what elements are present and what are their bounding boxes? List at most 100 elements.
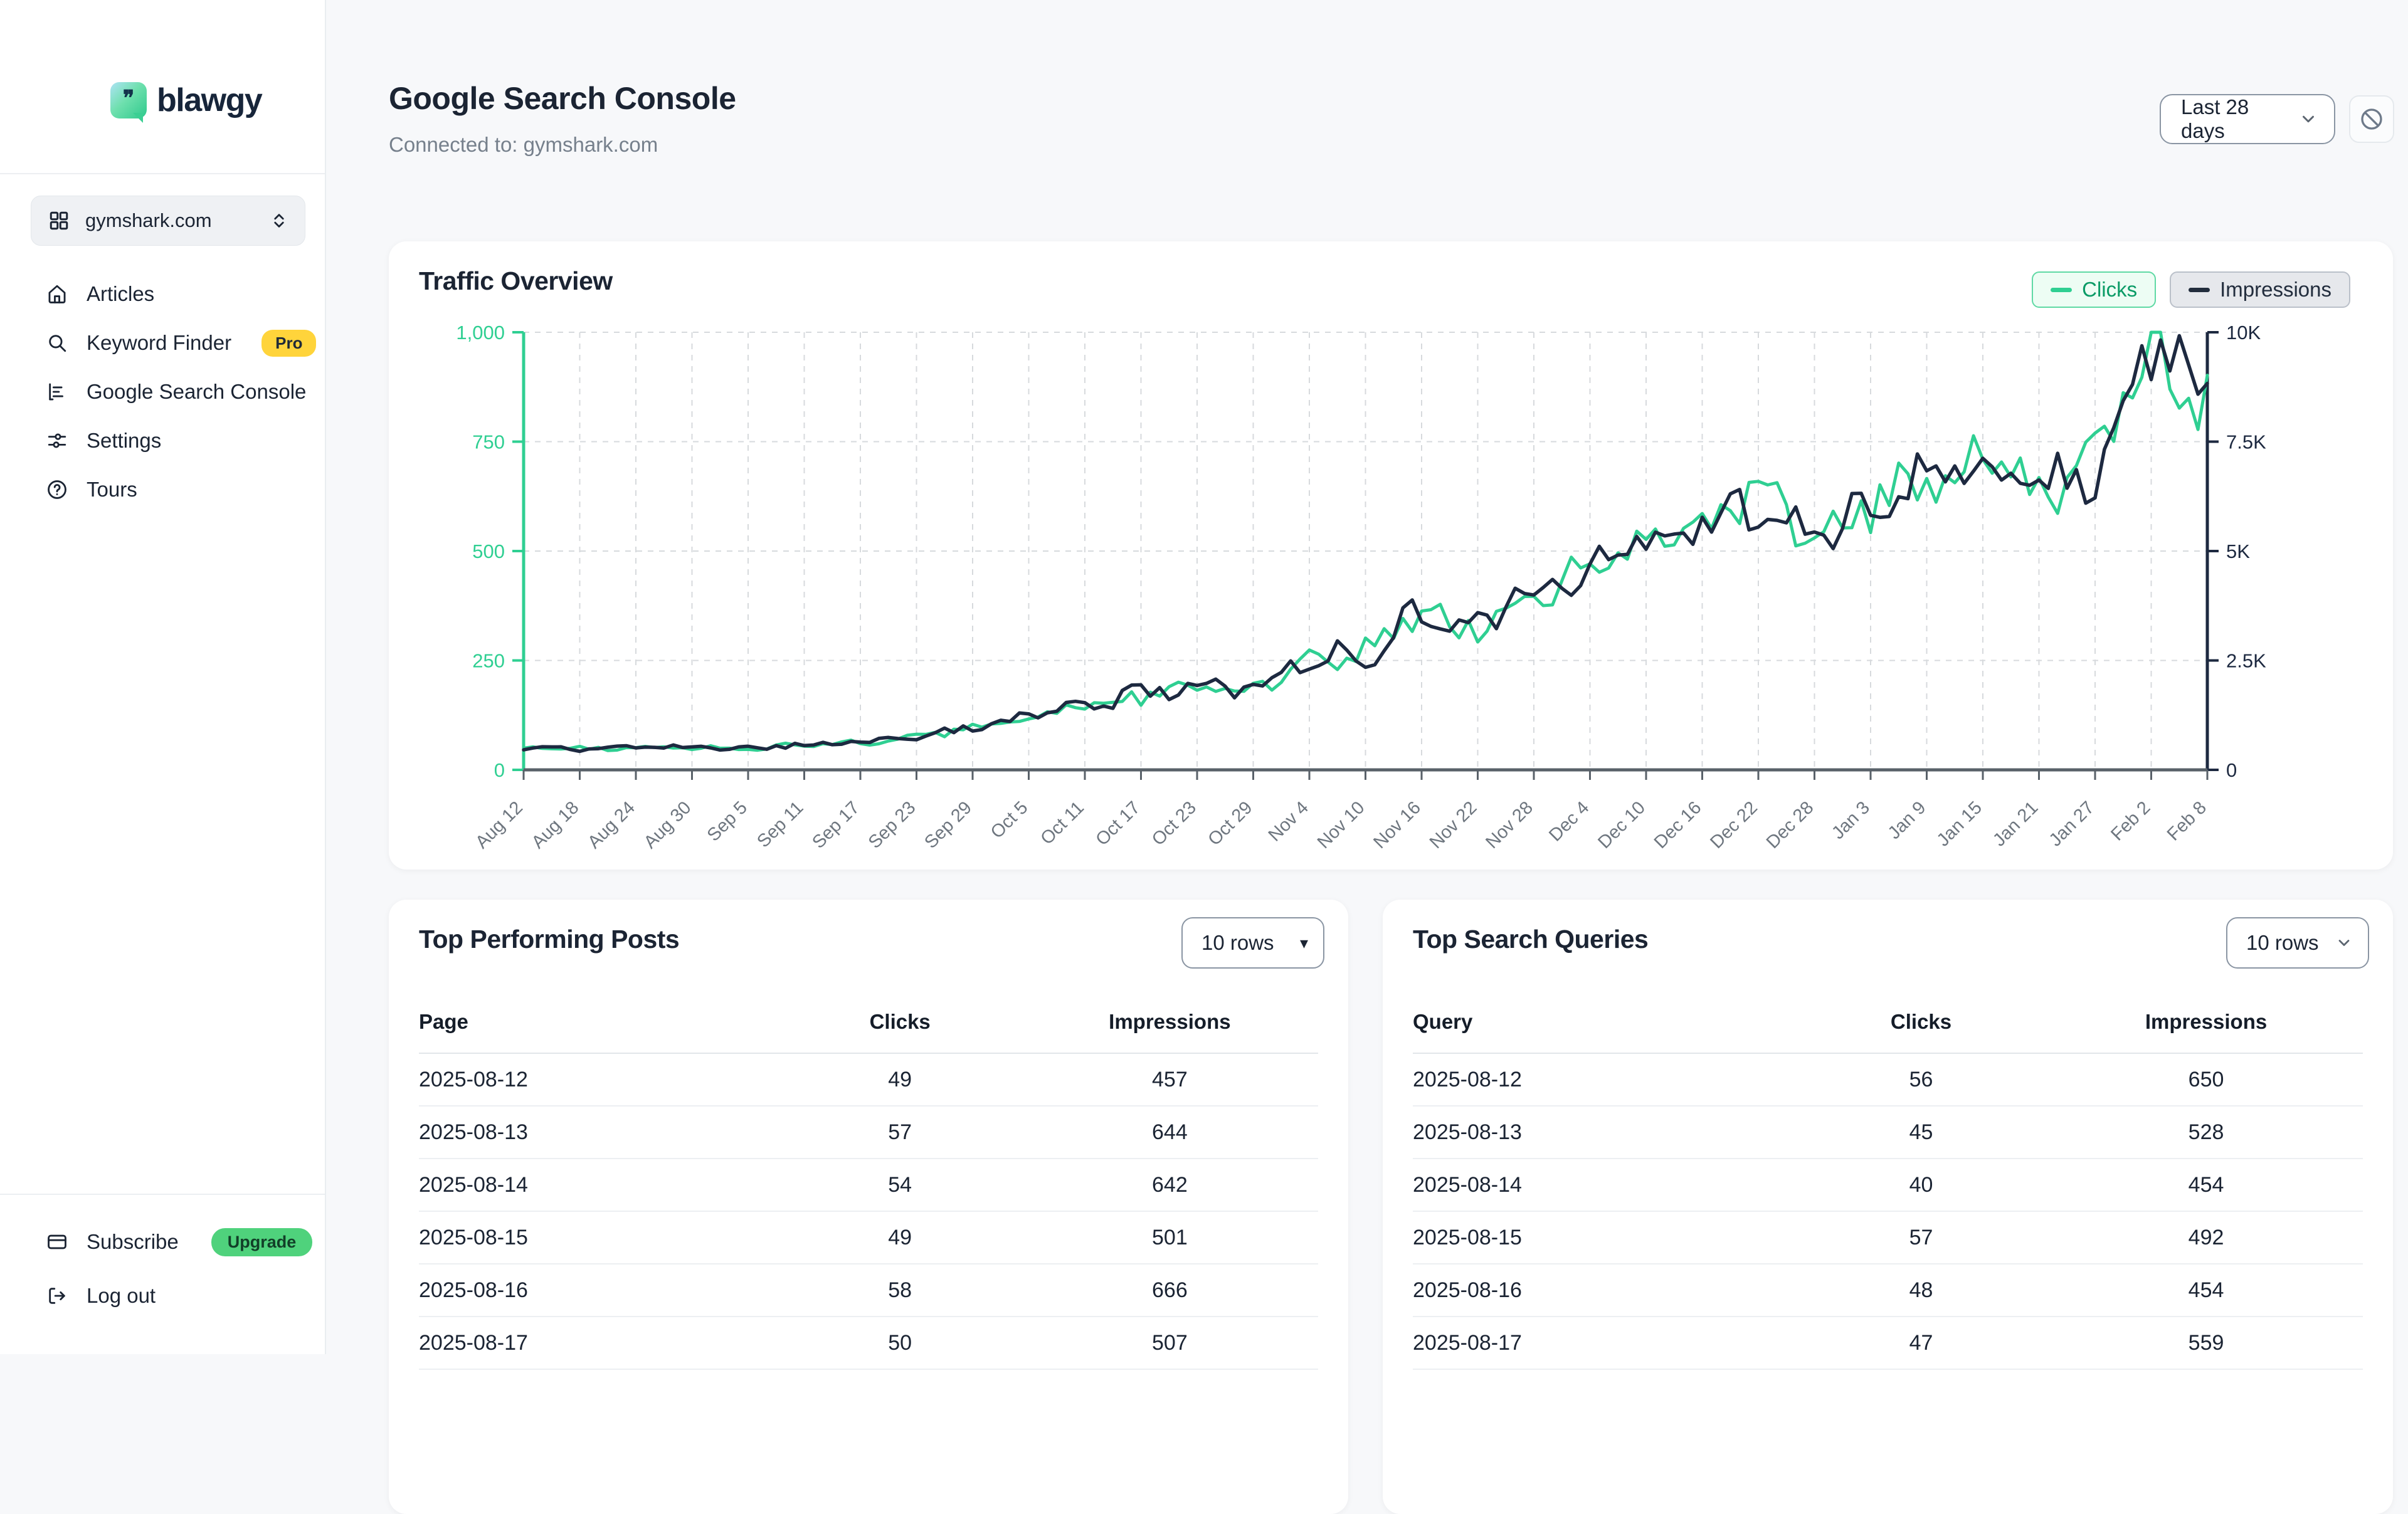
workspace-selector[interactable]: gymshark.com: [31, 196, 305, 246]
table-cell: 2025-08-17: [1413, 1317, 1793, 1370]
table-row: 2025-08-16 58 666: [419, 1264, 1318, 1317]
logout-icon: [46, 1285, 68, 1306]
legend-label: Impressions: [2220, 278, 2331, 301]
grid-icon: [48, 209, 70, 232]
table-cell: 2025-08-14: [419, 1159, 779, 1212]
table-cell: 2025-08-13: [1413, 1106, 1793, 1159]
table-cell: 45: [1793, 1106, 2050, 1159]
svg-text:Dec 16: Dec 16: [1650, 797, 1706, 853]
svg-text:Aug 12: Aug 12: [472, 797, 527, 853]
svg-text:Sep 11: Sep 11: [753, 797, 807, 851]
svg-text:Oct 29: Oct 29: [1204, 797, 1256, 849]
sidebar-item-label: Tours: [87, 478, 137, 501]
svg-text:Sep 5: Sep 5: [704, 797, 751, 845]
svg-text:Aug 18: Aug 18: [528, 797, 583, 853]
table-cell: 650: [2049, 1053, 2363, 1107]
table-cell: 2025-08-13: [419, 1106, 779, 1159]
legend-label: Clicks: [2082, 278, 2138, 301]
svg-text:Jan 27: Jan 27: [2046, 797, 2098, 850]
sidebar-item-settings[interactable]: Settings: [0, 416, 325, 465]
pro-badge: Pro: [261, 329, 317, 357]
column-header: Page: [419, 1010, 779, 1054]
table-cell: 528: [2049, 1106, 2363, 1159]
legend-clicks-button[interactable]: Clicks: [2032, 271, 2157, 308]
table-cell: 501: [1021, 1211, 1318, 1264]
chevron-up-down-icon: [270, 211, 288, 230]
table-cell: 56: [1793, 1053, 2050, 1107]
table-cell: 49: [778, 1211, 1022, 1264]
sidebar-item-articles[interactable]: Articles: [0, 270, 325, 318]
table-cell: 2025-08-15: [1413, 1211, 1793, 1264]
divider: [0, 173, 325, 174]
brand-logo-icon: ❞: [110, 82, 147, 123]
divider: [0, 1194, 325, 1195]
table-cell: 2025-08-14: [1413, 1159, 1793, 1212]
svg-text:Jan 3: Jan 3: [1828, 797, 1874, 843]
table-cell: 2025-08-16: [1413, 1264, 1793, 1317]
ban-icon: [2359, 107, 2384, 132]
traffic-overview-card: Traffic Overview Clicks Impressions 0 250…: [389, 241, 2393, 870]
credit-card-icon: [46, 1231, 68, 1253]
traffic-chart[interactable]: 0 250 500 750 1,000 0 2.5K 5K 7.5K 10K Aug 12 Aug 1…: [389, 320, 2393, 865]
home-icon: [46, 283, 68, 305]
svg-text:10K: 10K: [2226, 322, 2261, 344]
table-cell: 54: [778, 1159, 1022, 1212]
sidebar-item-subscribe[interactable]: Subscribe Upgrade: [0, 1215, 325, 1269]
table-cell: 666: [1021, 1264, 1318, 1317]
svg-text:Dec 28: Dec 28: [1763, 797, 1818, 853]
top-performing-posts-card: Top Performing Posts 10 rows ▾ Page Clic…: [389, 900, 1348, 1514]
svg-text:Jan 15: Jan 15: [1933, 797, 1986, 850]
svg-text:Jan 21: Jan 21: [1989, 797, 2042, 850]
svg-text:Sep 17: Sep 17: [808, 797, 863, 853]
column-header: Impressions: [1021, 1010, 1318, 1054]
sidebar-item-label: Subscribe: [87, 1230, 179, 1253]
column-header: Clicks: [778, 1010, 1022, 1054]
table-row: 2025-08-12 56 650: [1413, 1053, 2363, 1107]
search-icon: [46, 332, 68, 354]
table-cell: 49: [778, 1053, 1022, 1107]
page-subtitle: Connected to: gymshark.com: [389, 133, 658, 156]
date-range-select[interactable]: Last 28 days: [2160, 94, 2335, 144]
table-row: 2025-08-14 54 642: [419, 1159, 1318, 1212]
bar-chart-icon: [46, 381, 68, 402]
sidebar-item-logout[interactable]: Log out: [0, 1269, 325, 1323]
brand-name: blawgy: [157, 82, 263, 118]
dropdown-arrow-icon: ▾: [1299, 933, 1308, 952]
table-row: 2025-08-15 57 492: [1413, 1211, 2363, 1264]
top-search-queries-card: Top Search Queries 10 rows Query Clicks …: [1383, 900, 2393, 1514]
svg-text:Oct 17: Oct 17: [1092, 797, 1144, 849]
svg-text:Aug 24: Aug 24: [584, 797, 639, 853]
quote-icon: ❞: [122, 87, 135, 110]
traffic-chart-svg: 0 250 500 750 1,000 0 2.5K 5K 7.5K 10K Aug 12 Aug 1…: [456, 322, 2266, 853]
sidebar-item-google-search-console[interactable]: Google Search Console: [0, 367, 325, 416]
svg-text:7.5K: 7.5K: [2226, 431, 2266, 453]
legend-impressions-button[interactable]: Impressions: [2170, 271, 2350, 308]
table-cell: 47: [1793, 1317, 2050, 1370]
table-row: 2025-08-14 40 454: [1413, 1159, 2363, 1212]
posts-rows-select[interactable]: 10 rows ▾: [1181, 917, 1324, 969]
svg-text:Feb 8: Feb 8: [2163, 797, 2210, 844]
sidebar-item-label: Log out: [87, 1284, 156, 1307]
table-cell: 2025-08-12: [419, 1053, 779, 1107]
svg-text:750: 750: [472, 431, 505, 453]
table-cell: 457: [1021, 1053, 1318, 1107]
sidebar-item-tours[interactable]: Tours: [0, 465, 325, 514]
svg-text:Oct 11: Oct 11: [1037, 797, 1088, 849]
table-cell: 57: [778, 1106, 1022, 1159]
sidebar-item-keyword-finder[interactable]: Keyword Finder Pro: [0, 318, 325, 367]
svg-text:Sep 23: Sep 23: [865, 797, 920, 853]
chart-legend: Clicks Impressions: [2032, 271, 2350, 308]
queries-rows-select[interactable]: 10 rows: [2226, 917, 2369, 969]
brand-logo: ❞ blawgy: [110, 81, 263, 123]
sidebar-footer: Subscribe Upgrade Log out: [0, 1215, 325, 1323]
column-header: Impressions: [2049, 1010, 2363, 1054]
svg-text:0: 0: [494, 759, 505, 781]
table-cell: 454: [2049, 1264, 2363, 1317]
svg-text:Feb 2: Feb 2: [2107, 797, 2154, 844]
sidebar: ❞ blawgy gymshark.com Articles Keyword F…: [0, 0, 326, 1354]
disconnect-button[interactable]: [2349, 95, 2394, 143]
page-title: Google Search Console: [389, 81, 736, 116]
sidebar-item-label: Articles: [87, 282, 155, 305]
table-row: 2025-08-16 48 454: [1413, 1264, 2363, 1317]
upgrade-badge[interactable]: Upgrade: [211, 1227, 313, 1256]
